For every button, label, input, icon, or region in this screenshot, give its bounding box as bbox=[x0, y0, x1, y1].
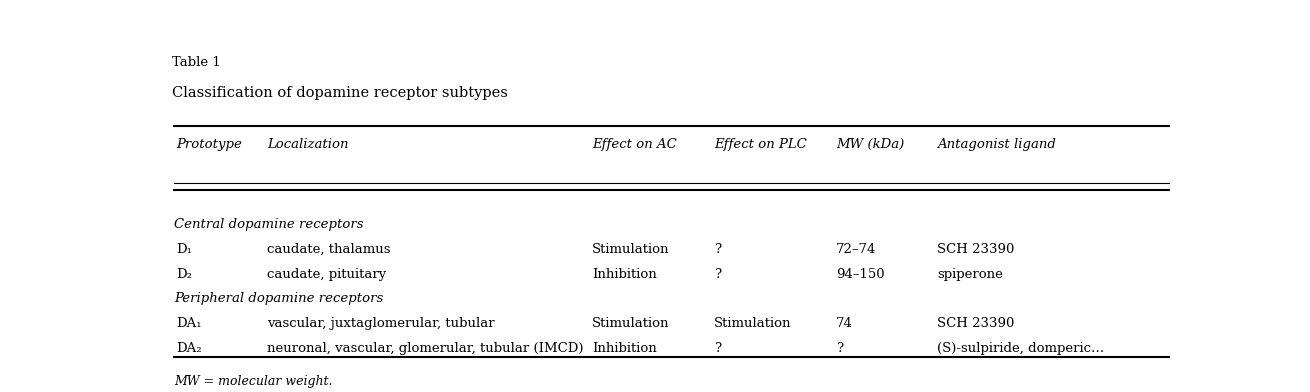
Text: 94–150: 94–150 bbox=[836, 268, 884, 281]
Text: Stimulation: Stimulation bbox=[714, 317, 791, 330]
Text: caudate, thalamus: caudate, thalamus bbox=[267, 243, 390, 256]
Text: Classification of dopamine receptor subtypes: Classification of dopamine receptor subt… bbox=[172, 86, 508, 100]
Text: Prototype: Prototype bbox=[176, 138, 242, 151]
Text: Stimulation: Stimulation bbox=[592, 317, 669, 330]
Text: Inhibition: Inhibition bbox=[592, 342, 656, 355]
Text: D₁: D₁ bbox=[176, 243, 191, 256]
Text: Table 1: Table 1 bbox=[172, 56, 220, 69]
Text: DA₁: DA₁ bbox=[176, 317, 202, 330]
Text: Effect on AC: Effect on AC bbox=[592, 138, 677, 151]
Text: 74: 74 bbox=[836, 317, 853, 330]
Text: ?: ? bbox=[714, 243, 720, 256]
Text: vascular, juxtaglomerular, tubular: vascular, juxtaglomerular, tubular bbox=[267, 317, 495, 330]
Text: Inhibition: Inhibition bbox=[592, 268, 656, 281]
Text: Stimulation: Stimulation bbox=[592, 243, 669, 256]
Text: Central dopamine receptors: Central dopamine receptors bbox=[174, 218, 363, 231]
Text: SCH 23390: SCH 23390 bbox=[938, 317, 1015, 330]
Text: ?: ? bbox=[714, 268, 720, 281]
Text: Antagonist ligand: Antagonist ligand bbox=[938, 138, 1056, 151]
Text: SCH 23390: SCH 23390 bbox=[938, 243, 1015, 256]
Text: Peripheral dopamine receptors: Peripheral dopamine receptors bbox=[174, 292, 383, 305]
Text: D₂: D₂ bbox=[176, 268, 193, 281]
Text: ?: ? bbox=[714, 342, 720, 355]
Text: neuronal, vascular, glomerular, tubular (IMCD): neuronal, vascular, glomerular, tubular … bbox=[267, 342, 584, 355]
Text: spiperone: spiperone bbox=[938, 268, 1003, 281]
Text: MW = molecular weight.: MW = molecular weight. bbox=[174, 375, 333, 388]
Text: Effect on PLC: Effect on PLC bbox=[714, 138, 807, 151]
Text: (S)-sulpiride, domperic…: (S)-sulpiride, domperic… bbox=[938, 342, 1104, 355]
Text: 72–74: 72–74 bbox=[836, 243, 876, 256]
Text: Localization: Localization bbox=[267, 138, 348, 151]
Text: ?: ? bbox=[836, 342, 842, 355]
Text: caudate, pituitary: caudate, pituitary bbox=[267, 268, 386, 281]
Text: MW (kDa): MW (kDa) bbox=[836, 138, 904, 151]
Text: DA₂: DA₂ bbox=[176, 342, 202, 355]
